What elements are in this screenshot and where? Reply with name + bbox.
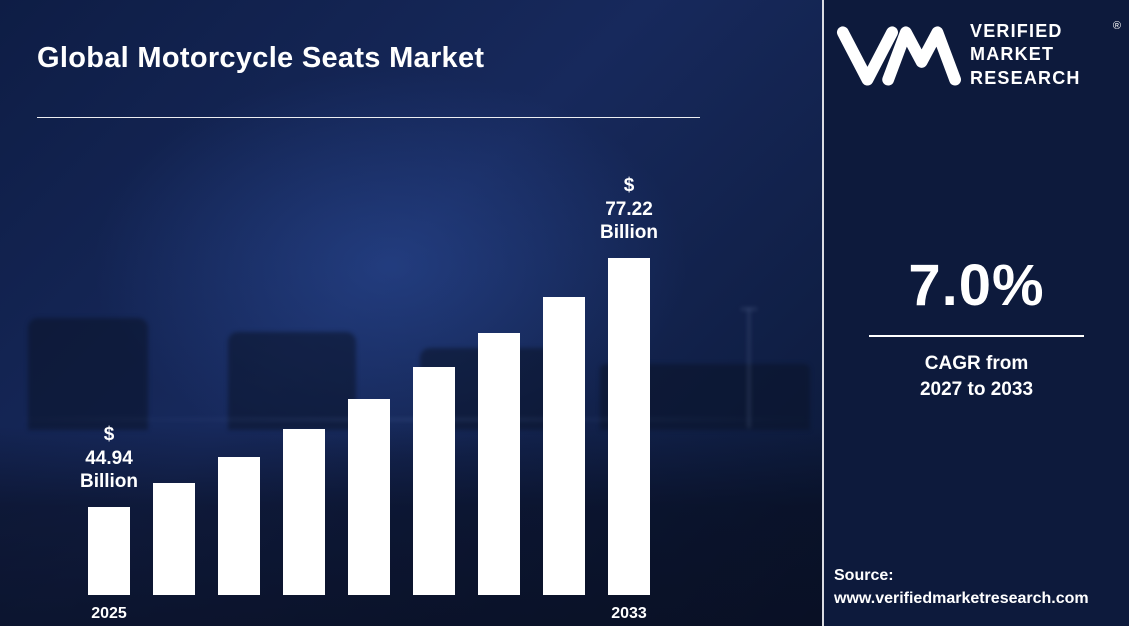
x-axis-tick-label: 2025 [91, 605, 127, 622]
title-underline [37, 117, 700, 118]
registered-trademark: ® [1112, 20, 1121, 32]
bar [608, 258, 650, 595]
source-url[interactable]: www.verifiedmarketresearch.com [834, 590, 1089, 607]
bar [543, 297, 585, 595]
bar-column [218, 457, 260, 595]
bar-column [478, 333, 520, 595]
brand-name-line: RESEARCH [970, 67, 1081, 88]
info-sidebar: VERIFIED MARKET RESEARCH ® 7.0% CAGR fro… [822, 0, 1129, 626]
light-pole-silhouette [741, 308, 757, 428]
vmr-logo-icon [836, 26, 962, 86]
x-axis-tick-label: 2033 [611, 605, 647, 622]
bar-chart: $ 44.94 Billion 2025 $ 77.22 Billion 2033 [80, 174, 658, 622]
bar-column [543, 297, 585, 595]
bar [218, 457, 260, 595]
bar [348, 399, 390, 595]
page-title: Global Motorcycle Seats Market [37, 42, 485, 74]
chart-panel: Global Motorcycle Seats Market $ 44.94 B… [0, 0, 822, 626]
source-block: Source: www.verifiedmarketresearch.com [834, 567, 1089, 608]
brand-logo: VERIFIED MARKET RESEARCH ® [834, 20, 1121, 90]
bar [88, 507, 130, 595]
background-ground-shadow [0, 426, 822, 626]
bar-column: $ 44.94 Billion 2025 [80, 423, 138, 622]
source-label: Source: [834, 567, 894, 584]
bar [413, 367, 455, 595]
brand-name: VERIFIED MARKET RESEARCH [970, 20, 1081, 90]
bar-column [283, 429, 325, 595]
horizon-light-streak [0, 418, 822, 421]
bar-value-label: $ 44.94 Billion [79, 423, 139, 493]
cagr-caption: CAGR from 2027 to 2033 [824, 351, 1129, 402]
truck-silhouette [28, 318, 148, 430]
brand-name-line: MARKET [970, 44, 1055, 65]
bar [478, 333, 520, 595]
bar [283, 429, 325, 595]
bar-column [413, 367, 455, 595]
truck-silhouette [228, 332, 356, 430]
bar-column [153, 483, 195, 595]
bar [153, 483, 195, 595]
background-glow [82, 62, 699, 470]
cagr-underline [869, 335, 1084, 337]
cagr-caption-line: CAGR from [924, 353, 1029, 374]
cagr-block: 7.0% CAGR from 2027 to 2033 [824, 252, 1129, 402]
brand-name-line: VERIFIED [970, 21, 1063, 41]
bar-column: $ 77.22 Billion 2033 [600, 174, 658, 622]
cagr-caption-line: 2027 to 2033 [919, 378, 1034, 400]
cagr-value: 7.0% [908, 253, 1045, 318]
bar-column [348, 399, 390, 595]
bar-value-label: $ 77.22 Billion [599, 174, 659, 244]
